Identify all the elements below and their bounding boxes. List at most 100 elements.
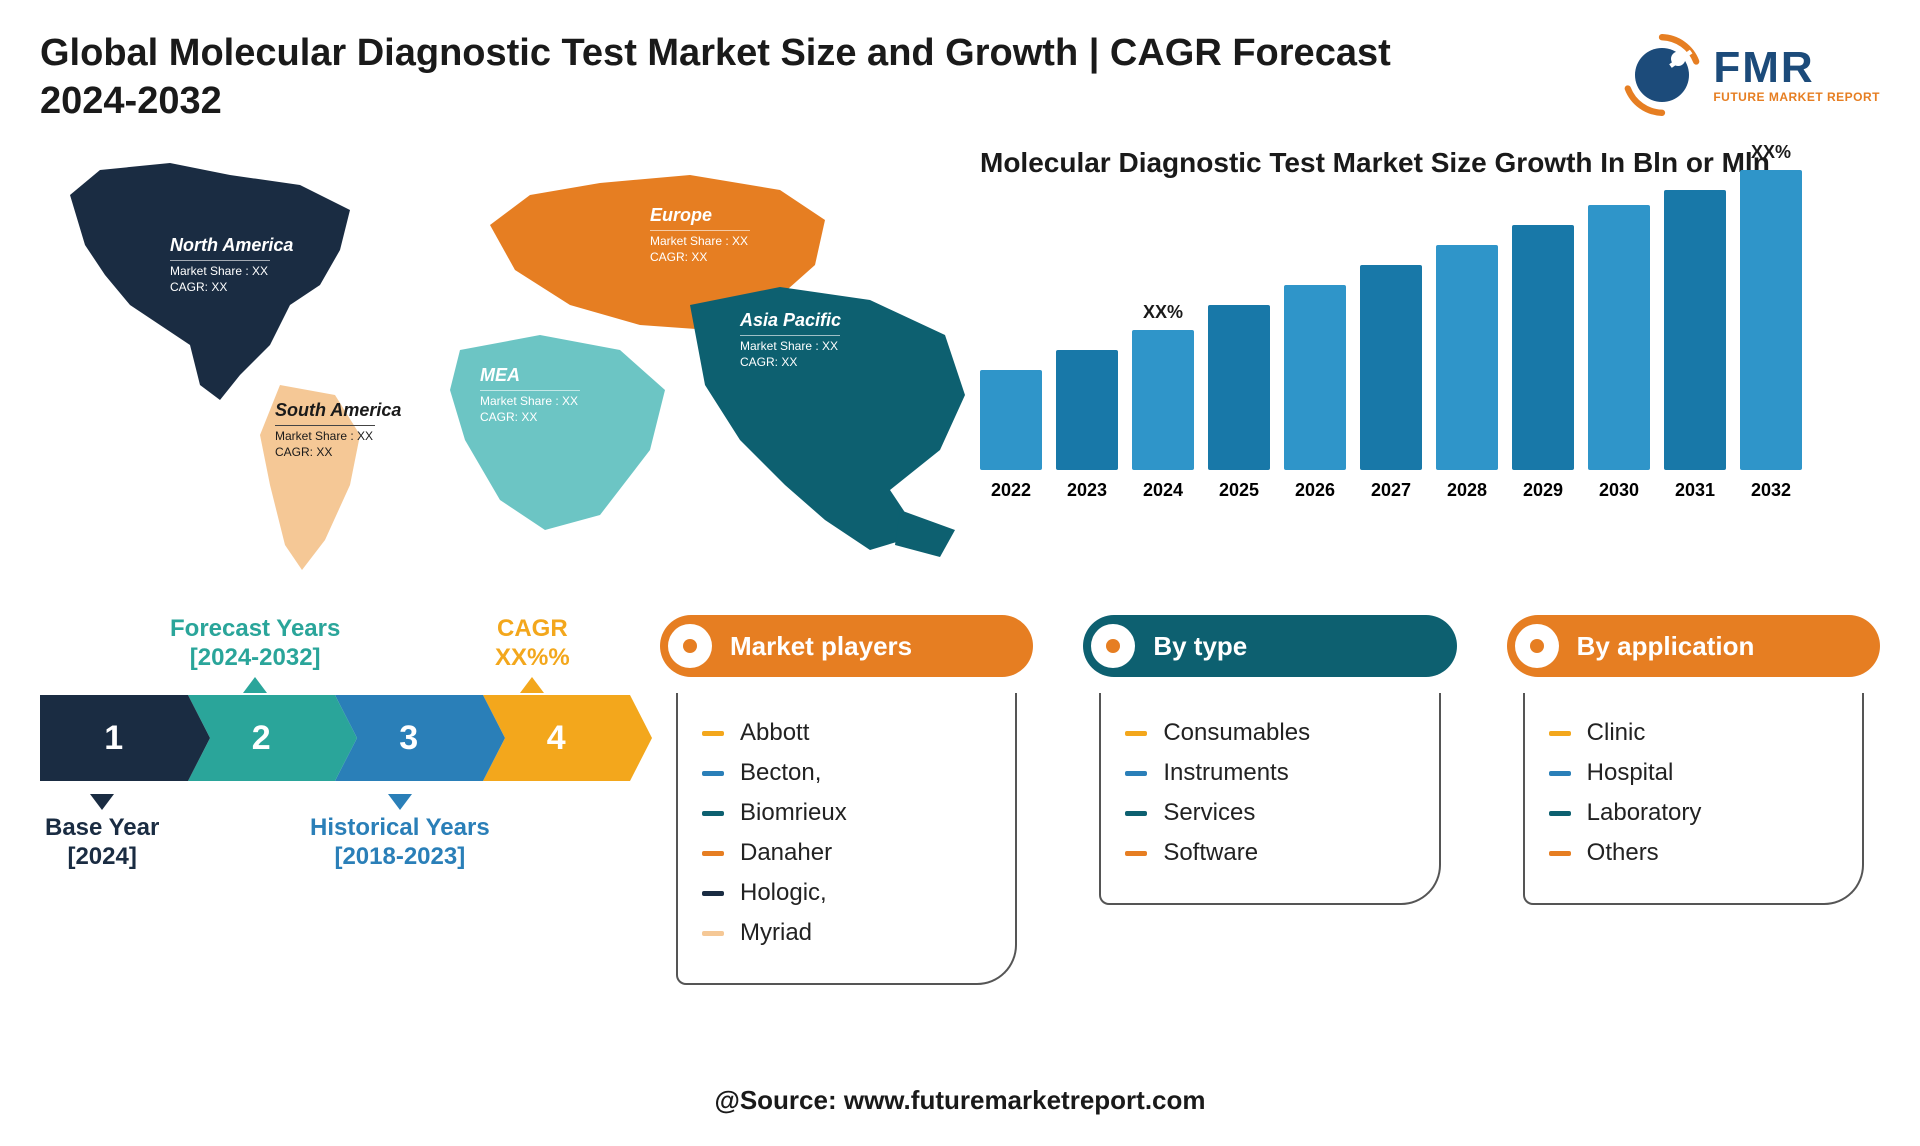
item-text: Services xyxy=(1163,799,1255,827)
item-text: Laboratory xyxy=(1587,799,1702,827)
item-dash-icon xyxy=(702,931,724,936)
item-text: Biomrieux xyxy=(740,799,847,827)
tl-forecast-label: Forecast Years xyxy=(170,615,340,642)
bar xyxy=(1588,205,1650,470)
region-mea-name: MEA xyxy=(480,365,520,385)
bar-year-label: 2024 xyxy=(1143,480,1183,501)
bar-col: 2031 xyxy=(1664,190,1726,501)
bar xyxy=(1436,245,1498,470)
category-item: Myriad xyxy=(702,913,991,953)
timeline-step: 4 xyxy=(483,695,631,781)
tl-hist-label: Historical Years xyxy=(310,814,490,841)
bar-col: 2026 xyxy=(1284,285,1346,501)
region-eu-cagr: CAGR: XX xyxy=(650,250,750,264)
bar-year-label: 2025 xyxy=(1219,480,1259,501)
bar-col: XX% 2032 xyxy=(1740,170,1802,501)
item-text: Becton, xyxy=(740,759,821,787)
bar-col: 2027 xyxy=(1360,265,1422,501)
category-block: Market players Abbott Becton, Biomrieux Dana… xyxy=(660,615,1033,985)
item-dash-icon xyxy=(702,891,724,896)
category-item: Abbott xyxy=(702,713,991,753)
bar-year-label: 2030 xyxy=(1599,480,1639,501)
item-text: Others xyxy=(1587,839,1659,867)
bar xyxy=(1208,305,1270,470)
bar: XX% xyxy=(1132,330,1194,470)
region-ap-name: Asia Pacific xyxy=(740,310,841,330)
logo: FMR FUTURE MARKET REPORT xyxy=(1617,30,1880,120)
bar xyxy=(1664,190,1726,470)
category-pill: By type xyxy=(1083,615,1456,677)
item-text: Clinic xyxy=(1587,719,1646,747)
item-dash-icon xyxy=(1549,811,1571,816)
category-item: Hospital xyxy=(1549,753,1838,793)
bar xyxy=(1056,350,1118,470)
bar-year-label: 2031 xyxy=(1675,480,1715,501)
item-text: Myriad xyxy=(740,919,812,947)
category-pill: Market players xyxy=(660,615,1033,677)
bar: XX% xyxy=(1740,170,1802,470)
bar xyxy=(1512,225,1574,470)
bar-year-label: 2029 xyxy=(1523,480,1563,501)
item-dash-icon xyxy=(1125,771,1147,776)
category-item: Instruments xyxy=(1125,753,1414,793)
logo-icon xyxy=(1617,30,1707,120)
page-title: Global Molecular Diagnostic Test Market … xyxy=(40,30,1440,125)
bar xyxy=(1360,265,1422,470)
pill-dot-icon xyxy=(668,624,712,668)
item-dash-icon xyxy=(1125,811,1147,816)
item-dash-icon xyxy=(1125,731,1147,736)
bar-col: 2030 xyxy=(1588,205,1650,501)
region-ap-cagr: CAGR: XX xyxy=(740,355,841,369)
category-item: Danaher xyxy=(702,833,991,873)
category-block: By type ConsumablesInstruments Services Sof… xyxy=(1083,615,1456,985)
category-list: Clinic Hospital Laboratory Others xyxy=(1523,693,1864,905)
bar xyxy=(1284,285,1346,470)
bar-callout: XX% xyxy=(1751,142,1791,163)
item-text: Hospital xyxy=(1587,759,1674,787)
logo-fmr-text: FMR xyxy=(1713,46,1880,90)
category-item: Others xyxy=(1549,833,1838,873)
tl-base-label: Base Year xyxy=(45,814,159,841)
bar-year-label: 2022 xyxy=(991,480,1031,501)
category-label: Market players xyxy=(730,631,912,662)
item-dash-icon xyxy=(702,731,724,736)
world-map: North America Market Share : XX CAGR: XX… xyxy=(40,145,940,575)
bar-year-label: 2027 xyxy=(1371,480,1411,501)
tl-base-range: [2024] xyxy=(67,843,136,870)
bar-col: 2022 xyxy=(980,370,1042,501)
region-sa-share: Market Share : XX xyxy=(275,429,401,443)
region-sa-name: South America xyxy=(275,400,401,420)
region-sa-cagr: CAGR: XX xyxy=(275,445,401,459)
bar xyxy=(980,370,1042,470)
item-dash-icon xyxy=(702,771,724,776)
tl-forecast-range: [2024-2032] xyxy=(190,644,321,671)
region-mea-cagr: CAGR: XX xyxy=(480,410,580,424)
region-eu-name: Europe xyxy=(650,205,712,225)
timeline-step: 3 xyxy=(335,695,483,781)
bar-year-label: 2026 xyxy=(1295,480,1335,501)
item-text: Software xyxy=(1163,839,1258,867)
category-item: Consumables xyxy=(1125,713,1414,753)
category-list: Abbott Becton, Biomrieux Danaher Hologic, Myr… xyxy=(676,693,1017,985)
category-label: By application xyxy=(1577,631,1755,662)
bar-year-label: 2032 xyxy=(1751,480,1791,501)
category-item: Hologic, xyxy=(702,873,991,913)
item-dash-icon xyxy=(1549,731,1571,736)
bar-callout: XX% xyxy=(1143,302,1183,323)
item-text: Abbott xyxy=(740,719,809,747)
region-na-share: Market Share : XX xyxy=(170,264,293,278)
bar-col: 2028 xyxy=(1436,245,1498,501)
bar-col: XX% 2024 xyxy=(1132,330,1194,501)
bar-year-label: 2023 xyxy=(1067,480,1107,501)
item-dash-icon xyxy=(1549,771,1571,776)
category-pill: By application xyxy=(1507,615,1880,677)
pill-dot-icon xyxy=(1515,624,1559,668)
region-ap-share: Market Share : XX xyxy=(740,339,841,353)
item-dash-icon xyxy=(1549,851,1571,856)
tl-hist-range: [2018-2023] xyxy=(334,843,465,870)
category-item: Services xyxy=(1125,793,1414,833)
bar-col: 2025 xyxy=(1208,305,1270,501)
region-eu-share: Market Share : XX xyxy=(650,234,750,248)
bar-col: 2029 xyxy=(1512,225,1574,501)
item-text: Hologic, xyxy=(740,879,827,907)
